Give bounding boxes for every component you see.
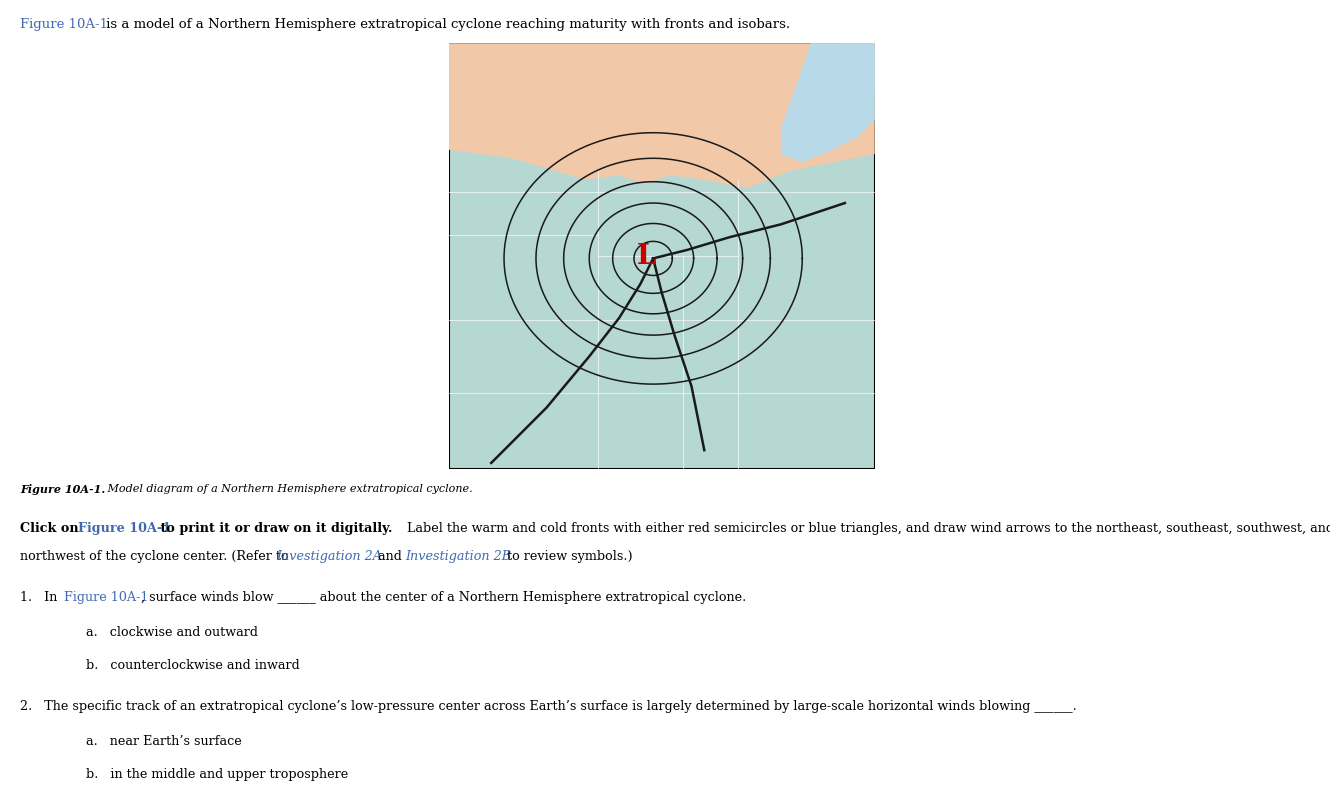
- Text: Figure 10A-1: Figure 10A-1: [78, 522, 172, 535]
- Text: , surface winds blow ______ about the center of a Northern Hemisphere extratropi: , surface winds blow ______ about the ce…: [141, 590, 746, 603]
- Text: Model diagram of a Northern Hemisphere extratropical cyclone.: Model diagram of a Northern Hemisphere e…: [104, 483, 472, 493]
- Text: 1.   In: 1. In: [20, 590, 61, 603]
- Text: to print it or draw on it digitally.: to print it or draw on it digitally.: [156, 522, 392, 535]
- Text: a.   near Earth’s surface: a. near Earth’s surface: [86, 735, 242, 748]
- Text: b.   counterclockwise and inward: b. counterclockwise and inward: [86, 658, 301, 671]
- Text: Figure 10A-1.: Figure 10A-1.: [20, 483, 105, 495]
- Text: Investigation 2A: Investigation 2A: [277, 549, 383, 562]
- Text: northwest of the cyclone center. (Refer to: northwest of the cyclone center. (Refer …: [20, 549, 293, 562]
- Text: a.   clockwise and outward: a. clockwise and outward: [86, 626, 258, 638]
- Text: Figure 10A-1: Figure 10A-1: [64, 590, 148, 603]
- Text: b.   in the middle and upper troposphere: b. in the middle and upper troposphere: [86, 768, 348, 781]
- Text: 2.   The specific track of an extratropical cyclone’s low-pressure center across: 2. The specific track of an extratropica…: [20, 699, 1077, 712]
- Text: and: and: [374, 549, 406, 562]
- Polygon shape: [811, 44, 875, 116]
- Text: Click on: Click on: [20, 522, 82, 535]
- Text: L: L: [637, 243, 657, 269]
- Text: Figure 10A-1: Figure 10A-1: [20, 18, 108, 31]
- Polygon shape: [448, 44, 875, 189]
- Text: Investigation 2B: Investigation 2B: [406, 549, 512, 562]
- Text: is a model of a Northern Hemisphere extratropical cyclone reaching maturity with: is a model of a Northern Hemisphere extr…: [102, 18, 790, 31]
- Text: to review symbols.): to review symbols.): [503, 549, 632, 562]
- Text: Label the warm and cold fronts with either red semicircles or blue triangles, an: Label the warm and cold fronts with eith…: [403, 522, 1330, 535]
- Polygon shape: [781, 44, 875, 163]
